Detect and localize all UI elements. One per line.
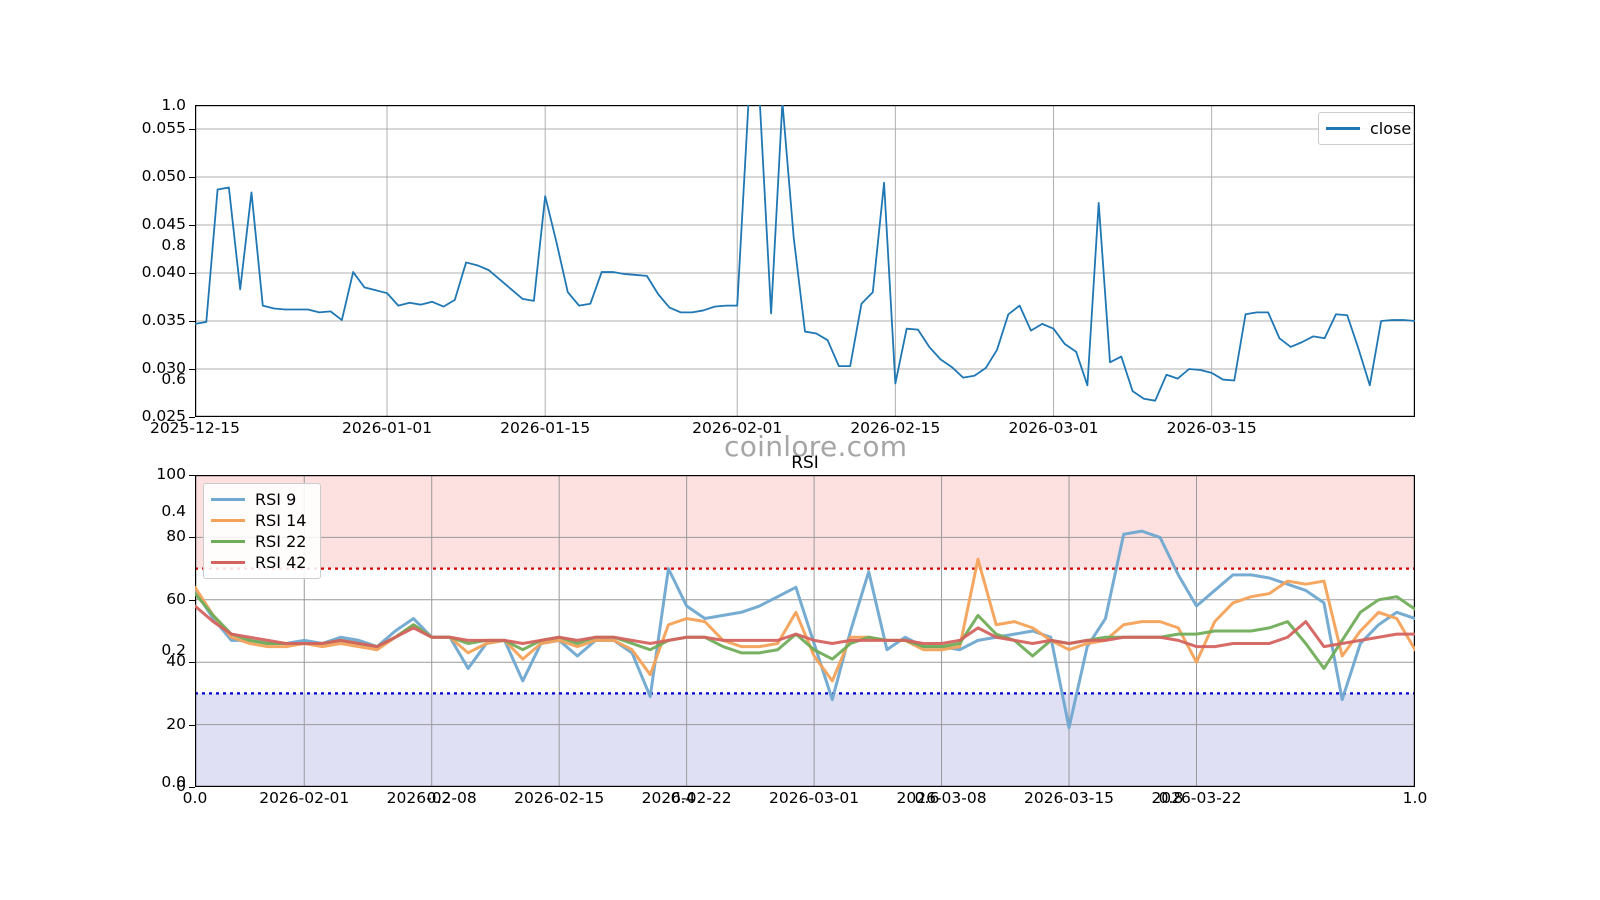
rsi-x-tick-4: 2026-03-01: [769, 789, 860, 807]
price-x-tick-4: 2026-02-15: [850, 419, 941, 437]
price-y-tickmark-5: [189, 177, 195, 178]
rsi-legend[interactable]: RSI 9 RSI 14 RSI 22 RSI 42: [203, 483, 321, 579]
rsi-y-tickmark-4: [189, 537, 195, 539]
rsi-legend-label: RSI 42: [255, 553, 307, 572]
rsi-x-overlay-tick-2: 0.4: [670, 789, 696, 807]
rsi-y-tick-2: 40: [166, 652, 186, 671]
rsi-x-tick-1: 2026-02-08: [386, 789, 477, 807]
price-y-tickmark-3: [189, 273, 195, 274]
rsi-y-tick-5: 100: [156, 465, 186, 483]
rsi-y-tickmark-2: [189, 662, 195, 664]
rsi-band-0: [195, 475, 1415, 569]
rsi-x-tick-6: 2026-03-15: [1023, 789, 1115, 807]
rsi-x-overlay-tick-0: 0.0: [182, 789, 208, 807]
rsi-y-tickmark-0: [189, 787, 195, 788]
price-plot-area: [195, 105, 1415, 417]
price-chart-panel: [195, 105, 1415, 417]
rsi-legend-label: RSI 22: [255, 532, 307, 551]
legend-line-swatch-icon: [211, 519, 245, 522]
rsi-legend-label: RSI 9: [255, 490, 297, 509]
rsi-y-tickmark-1: [189, 724, 195, 726]
rsi-legend-item-2[interactable]: RSI 22: [211, 531, 312, 552]
rsi-y-tick-0: 0: [176, 777, 186, 795]
price-legend-label: close: [1370, 119, 1412, 138]
rsi-legend-item-3[interactable]: RSI 42: [211, 552, 312, 573]
price-y-tick-5: 0.050: [141, 167, 186, 185]
price-legend-item-0[interactable]: close: [1326, 118, 1411, 139]
price-y-overlay-tick-1: 0.8: [161, 236, 186, 254]
rsi-y-overlay-tick-1: 0.2: [161, 641, 186, 659]
rsi-legend-label: RSI 14: [255, 511, 307, 530]
price-y-tickmark-2: [189, 321, 195, 322]
price-close-line: [195, 105, 1415, 402]
price-y-tick-1: 0.030: [141, 359, 186, 377]
rsi-x-overlay-tick-5: 1.0: [1402, 789, 1428, 807]
watermark-coinlore: coinlore.com: [724, 430, 908, 463]
rsi-y-tick-4: 80: [166, 527, 186, 546]
rsi-x-tick-0: 2026-02-01: [259, 789, 350, 807]
rsi-y-tickmark-3: [189, 599, 195, 601]
price-y-tick-3: 0.040: [141, 263, 186, 281]
price-y-tickmark-4: [189, 225, 195, 226]
rsi-x-overlay-tick-4: 0.8: [1158, 789, 1184, 807]
legend-line-swatch-icon: [211, 540, 245, 543]
rsi-y-tickmark-5: [189, 475, 195, 476]
price-x-tick-1: 2026-01-01: [341, 419, 433, 437]
rsi-y-tick-3: 60: [166, 589, 186, 608]
legend-line-swatch-icon: [211, 498, 245, 501]
rsi-x-overlay-tick-3: 0.6: [914, 789, 940, 807]
price-y-tick-2: 0.035: [141, 311, 186, 329]
price-x-tick-0: 2025-12-15: [149, 419, 241, 437]
price-y-tickmark-0: [189, 417, 195, 418]
rsi-plot-area: [195, 475, 1415, 787]
rsi-x-overlay-tick-1: 0.2: [426, 789, 452, 807]
rsi-y-overlay-tick-2: 0.4: [161, 502, 186, 520]
rsi-band-1: [195, 693, 1415, 787]
price-x-tick-6: 2026-03-15: [1166, 419, 1257, 437]
rsi-line-rsi-9: [195, 529, 1415, 730]
rsi-y-tick-1: 20: [166, 714, 186, 733]
legend-line-swatch-icon: [1326, 127, 1360, 130]
price-y-overlay-tick-2: 1.0: [161, 96, 186, 114]
rsi-line-rsi-42: [195, 604, 1415, 649]
rsi-chart-panel: [195, 475, 1415, 787]
price-legend[interactable]: close: [1318, 112, 1414, 145]
price-y-tickmark-1: [189, 369, 195, 370]
rsi-panel-title: RSI: [791, 453, 819, 473]
price-x-tick-2: 2026-01-15: [500, 419, 591, 437]
rsi-x-tick-5: 2026-03-08: [896, 789, 987, 807]
price-x-tick-3: 2026-02-01: [692, 419, 783, 437]
rsi-y-overlay-tick-0: 0.0: [161, 773, 186, 791]
price-y-overlay-tick-0: 0.6: [161, 370, 186, 388]
price-y-tick-6: 0.055: [141, 119, 186, 137]
rsi-x-tick-7: 2026-03-22: [1151, 789, 1242, 807]
rsi-x-tick-3: 2026-02-22: [641, 789, 732, 807]
rsi-legend-item-0[interactable]: RSI 9: [211, 489, 312, 510]
legend-line-swatch-icon: [211, 561, 245, 564]
price-y-tick-4: 0.045: [141, 215, 186, 233]
price-y-tickmark-6: [189, 129, 195, 130]
price-y-tick-0: 0.025: [141, 407, 186, 425]
rsi-legend-item-1[interactable]: RSI 14: [211, 510, 312, 531]
rsi-x-tick-2: 2026-02-15: [514, 789, 605, 807]
price-x-tick-5: 2026-03-01: [1008, 419, 1099, 437]
